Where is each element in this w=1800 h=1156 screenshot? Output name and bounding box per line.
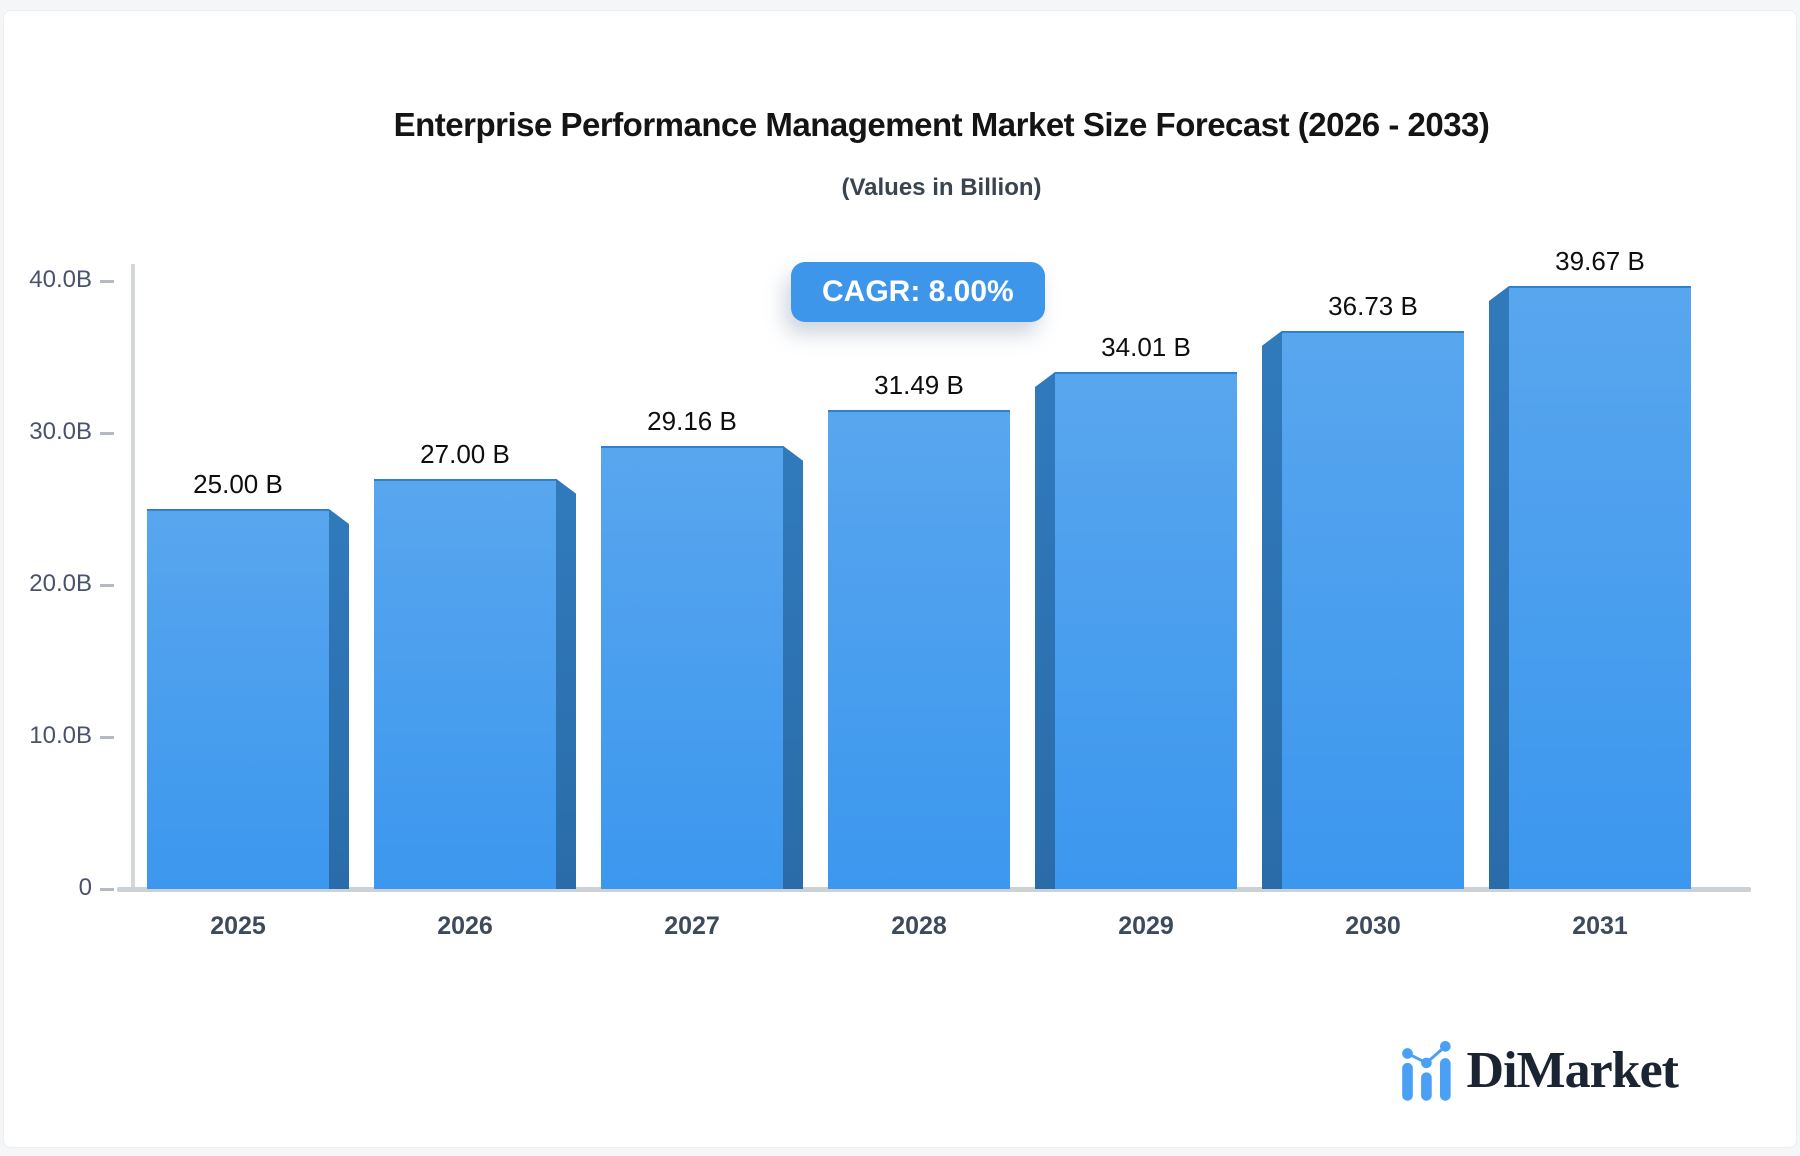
bar-2025[interactable] [147, 509, 329, 889]
bar-side-face [329, 509, 349, 889]
bar-2031[interactable] [1509, 286, 1691, 889]
x-axis-label: 2031 [1572, 912, 1628, 940]
bar-value-label: 36.73 B [1328, 290, 1418, 321]
x-axis-label: 2027 [664, 912, 720, 940]
bar-side-face [556, 478, 576, 889]
bar-side-face [1262, 330, 1282, 889]
y-axis-tick-label: 0 [78, 874, 92, 901]
x-axis-label: 2028 [891, 912, 947, 940]
mini-bar-chart-icon [1401, 1041, 1451, 1101]
bar-value-label: 29.16 B [647, 405, 737, 436]
x-axis-line [117, 887, 1751, 892]
chart-subtitle: (Values in Billion) [841, 174, 1042, 201]
x-axis-label: 2029 [1118, 912, 1174, 940]
bar-2027[interactable] [601, 445, 783, 889]
y-axis-tick-label: 30.0B [29, 418, 92, 445]
y-axis-tick-mark [100, 583, 114, 587]
bar-chart: 40.0B 30.0B 20.0B 10.0B 0 25.00 B 2025 27.00 B 2… [4, 11, 1796, 1147]
bar-value-label: 39.67 B [1555, 246, 1645, 277]
y-axis-line [131, 264, 135, 889]
cagr-badge: CAGR: 8.00% [791, 262, 1045, 322]
y-axis-tick-mark [100, 735, 114, 739]
x-axis-label: 2025 [210, 912, 266, 940]
chart-card: Enterprise Performance Management Market… [3, 10, 1797, 1148]
y-axis-tick-label: 20.0B [29, 570, 92, 597]
y-axis-tick-mark [100, 887, 114, 891]
y-axis-tick-label: 40.0B [29, 266, 92, 293]
bar-side-face [783, 445, 803, 889]
bar-2030[interactable] [1282, 330, 1464, 889]
x-axis-label: 2030 [1345, 912, 1401, 940]
bar-value-label: 31.49 B [874, 370, 964, 401]
bar-2029[interactable] [1055, 372, 1237, 889]
y-axis-tick-mark [100, 431, 114, 435]
bar-side-face [1489, 286, 1509, 889]
bar-value-label: 27.00 B [420, 438, 510, 469]
y-axis-tick-mark [100, 279, 114, 283]
bar-value-label: 34.01 B [1101, 332, 1191, 363]
chart-title: Enterprise Performance Management Market… [393, 106, 1490, 143]
bar-side-face [1035, 372, 1055, 889]
bar-value-label: 25.00 B [193, 469, 283, 499]
bar-2028[interactable] [828, 410, 1010, 889]
x-axis-label: 2026 [437, 912, 493, 940]
brand-logo: DiMarket [1401, 1039, 1679, 1101]
bar-2026[interactable] [374, 478, 556, 889]
y-axis-tick-label: 10.0B [29, 722, 92, 749]
brand-logo-text: DiMarket [1466, 1041, 1679, 1099]
